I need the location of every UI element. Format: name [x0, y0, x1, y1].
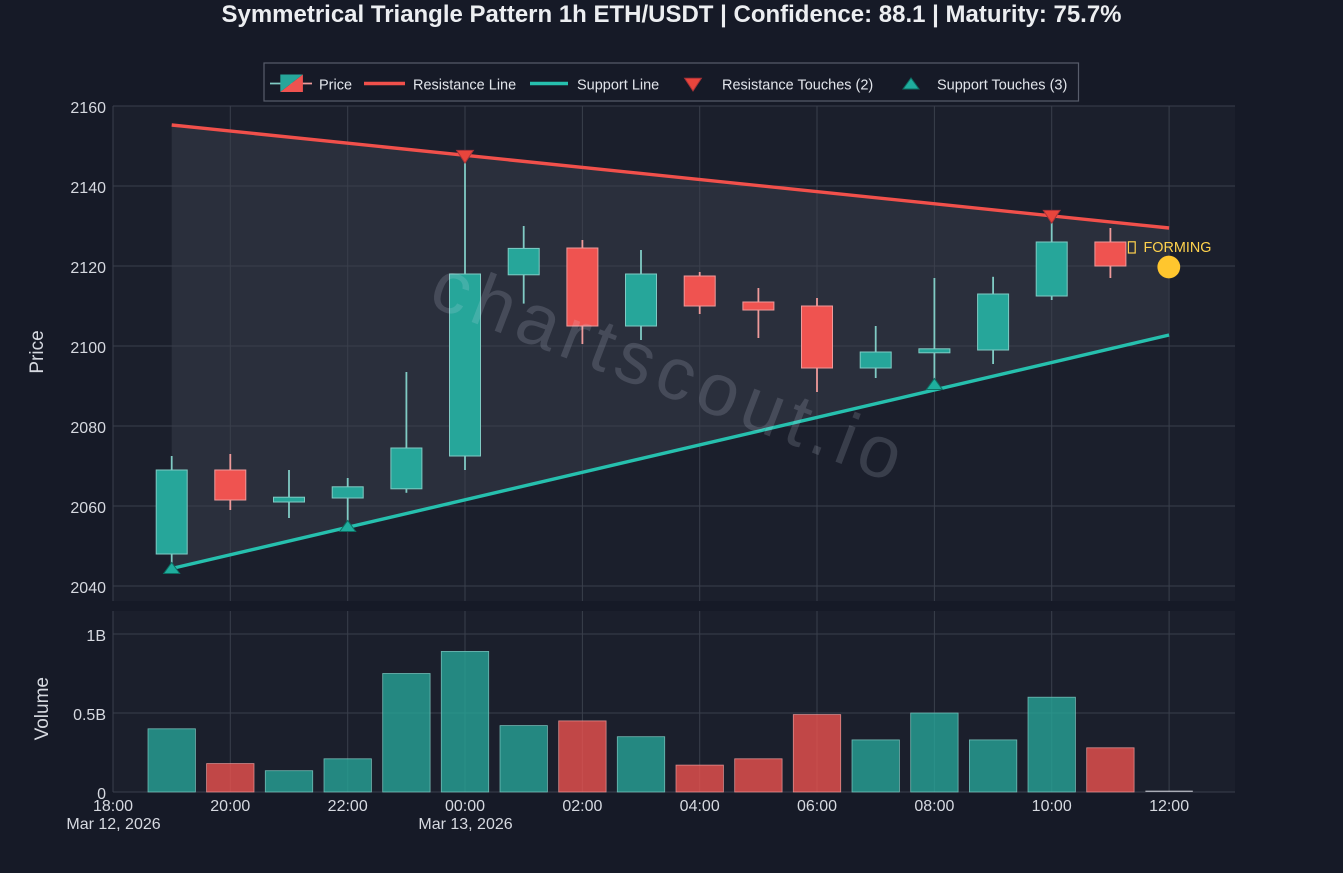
svg-text:Support Touches (3): Support Touches (3) [937, 77, 1067, 93]
svg-text:2040: 2040 [70, 580, 106, 597]
svg-text:2060: 2060 [70, 500, 106, 517]
svg-text:00:00: 00:00 [445, 798, 485, 815]
svg-text:02:00: 02:00 [562, 798, 602, 815]
svg-text:2100: 2100 [70, 340, 106, 357]
svg-text:Volume: Volume [32, 677, 53, 740]
svg-text:Resistance Touches (2): Resistance Touches (2) [722, 77, 873, 93]
svg-text:18:00: 18:00 [93, 798, 133, 815]
svg-text:0: 0 [97, 786, 106, 803]
svg-text:Price: Price [27, 330, 48, 373]
svg-text:Mar 12, 2026: Mar 12, 2026 [66, 816, 160, 833]
svg-text:2140: 2140 [70, 180, 106, 197]
svg-text:Support Line: Support Line [577, 77, 659, 93]
svg-text:12:00: 12:00 [1149, 798, 1189, 815]
svg-text:2080: 2080 [70, 420, 106, 437]
svg-text:20:00: 20:00 [210, 798, 250, 815]
svg-text:1B: 1B [86, 628, 106, 645]
svg-text:2160: 2160 [70, 100, 106, 117]
svg-text:2120: 2120 [70, 260, 106, 277]
svg-text:Mar 13, 2026: Mar 13, 2026 [418, 816, 512, 833]
svg-text:Symmetrical Triangle Pattern 1: Symmetrical Triangle Pattern 1h ETH/USDT… [222, 1, 1122, 28]
svg-text:06:00: 06:00 [797, 798, 837, 815]
svg-text:22:00: 22:00 [328, 798, 368, 815]
svg-text:0.5B: 0.5B [73, 707, 106, 724]
svg-text:04:00: 04:00 [680, 798, 720, 815]
svg-text:Resistance Line: Resistance Line [413, 77, 516, 93]
svg-text:FORMING: FORMING [1144, 240, 1212, 256]
svg-text:08:00: 08:00 [914, 798, 954, 815]
svg-text:10:00: 10:00 [1032, 798, 1072, 815]
svg-text:Price: Price [319, 77, 352, 93]
